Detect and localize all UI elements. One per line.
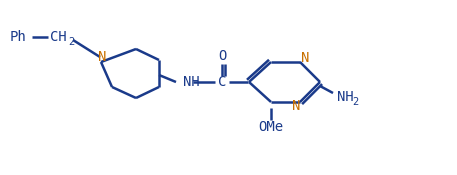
Text: NH: NH [337, 90, 354, 104]
Text: N: N [98, 50, 106, 64]
Text: 2: 2 [352, 97, 358, 107]
Text: N: N [301, 51, 309, 65]
Text: O: O [218, 49, 226, 63]
Text: C: C [218, 75, 226, 89]
Text: Ph: Ph [10, 30, 27, 44]
Text: 2: 2 [68, 37, 74, 47]
Text: NH: NH [183, 75, 200, 89]
Text: OMe: OMe [259, 120, 283, 134]
Text: CH: CH [50, 30, 67, 44]
Text: N: N [292, 99, 300, 113]
